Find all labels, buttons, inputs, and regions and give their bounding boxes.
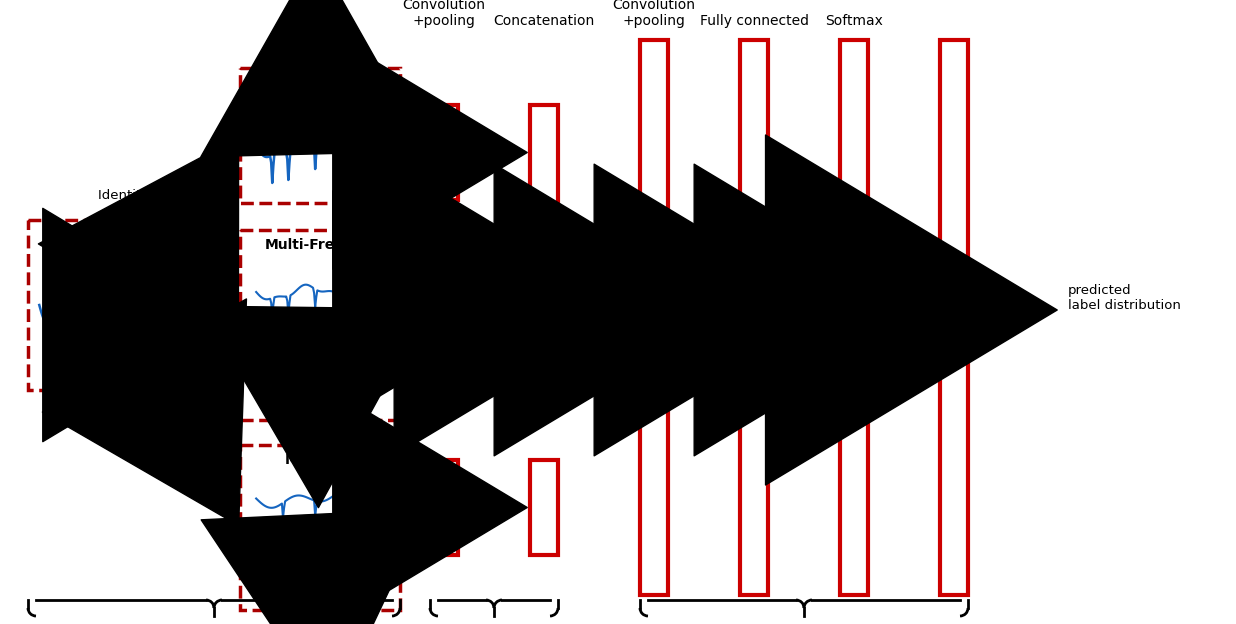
Text: Softmax: Softmax	[826, 14, 883, 28]
Text: Convolution
+pooling: Convolution +pooling	[403, 0, 486, 28]
Text: Convolution
+pooling: Convolution +pooling	[613, 0, 696, 28]
Text: predicted
label distribution: predicted label distribution	[1068, 284, 1180, 312]
Text: Fully connected: Fully connected	[700, 14, 808, 28]
Bar	[640, 40, 667, 595]
Bar	[530, 105, 557, 355]
Bar	[430, 260, 459, 355]
Bar	[240, 445, 400, 610]
Text: Identity mapping: Identity mapping	[98, 188, 213, 202]
Bar	[240, 230, 400, 420]
Text: Original: Original	[297, 76, 358, 90]
Bar	[430, 460, 459, 555]
Text: Down-sampling: Down-sampling	[90, 429, 206, 442]
Bar	[530, 460, 557, 555]
Text: Smoothing: Smoothing	[141, 298, 230, 313]
Bar	[840, 40, 868, 595]
Bar	[240, 68, 400, 203]
Bar	[28, 220, 148, 390]
Bar	[740, 40, 768, 595]
Bar	[430, 105, 459, 200]
Text: ...: ...	[311, 397, 329, 415]
Text: Multi-Scale: Multi-Scale	[284, 453, 372, 467]
Text: Multi-Frequency: Multi-Frequency	[265, 238, 392, 252]
Text: ...: ...	[313, 588, 328, 603]
Bar	[941, 40, 968, 595]
Text: Concatenation: Concatenation	[493, 14, 595, 28]
